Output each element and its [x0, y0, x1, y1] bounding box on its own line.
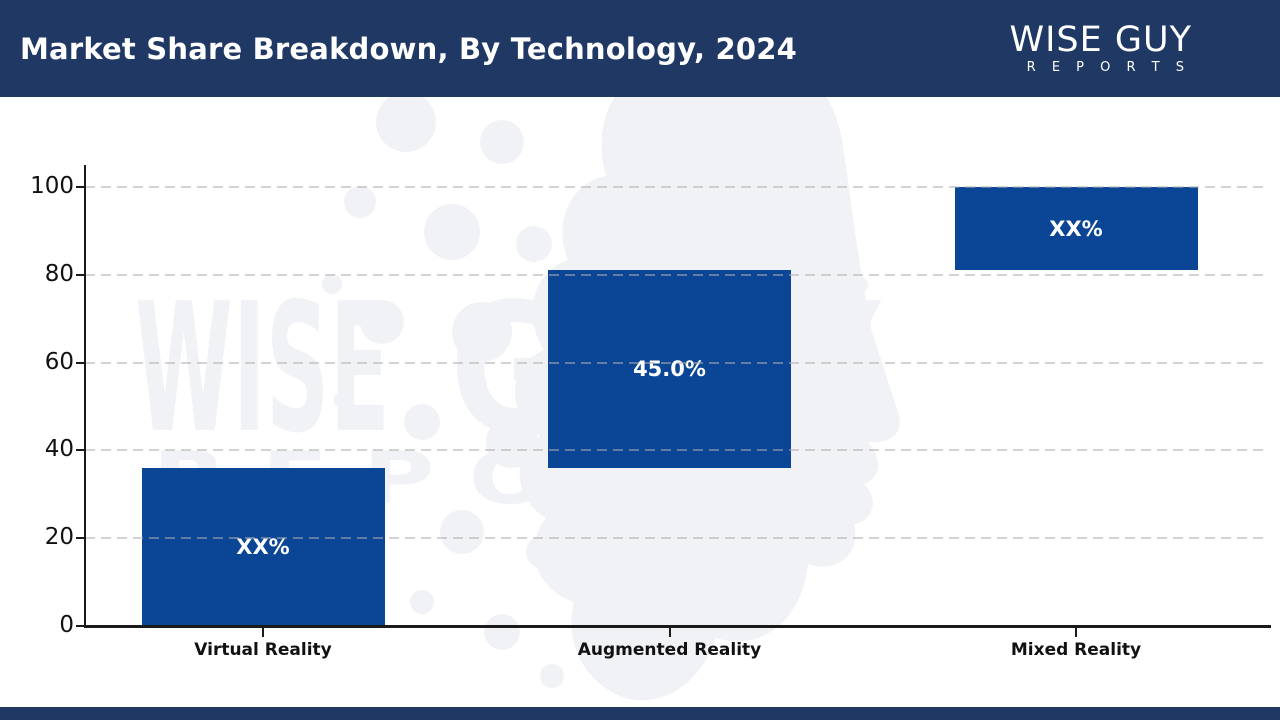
waterfall-chart: XX% 45.0% XX% 0 20 40 60 80 100 Virtual Reality Au…: [0, 97, 1280, 707]
logo-head-icon: [1190, 5, 1274, 93]
x-category-label: Virtual Reality: [194, 640, 332, 660]
y-tick-label-80: 80: [44, 260, 74, 287]
bar-mixed-reality: XX%: [954, 187, 1198, 271]
x-category-label: Mixed Reality: [1010, 640, 1142, 660]
y-tick-label-20: 20: [44, 524, 74, 551]
y-tick-label-60: 60: [44, 348, 74, 375]
logo-name-text: WISE GUY: [1009, 20, 1192, 60]
y-tick-40: [76, 449, 84, 452]
gridline-60: [85, 361, 1263, 364]
y-tick-100: [76, 186, 84, 188]
x-tick-1: [668, 628, 671, 637]
y-tick-0: [76, 625, 84, 627]
gridline-40: [85, 449, 1263, 452]
y-tick-label-0: 0: [59, 612, 74, 638]
bar-value-label: XX%: [1049, 216, 1103, 241]
gridline-100: [85, 186, 1263, 188]
y-tick-60: [76, 361, 84, 364]
bar-augmented-reality: 45.0%: [548, 270, 791, 468]
page-title: Market Share Breakdown, By Technology, 2…: [20, 31, 798, 66]
y-tick-label-40: 40: [44, 436, 74, 463]
header-bar: Market Share Breakdown, By Technology, 2…: [0, 0, 1280, 97]
y-tick-80: [76, 273, 84, 276]
gridline-20: [85, 537, 1263, 540]
wise-guy-logo: WISE GUY R E P O R T S: [1009, 0, 1270, 97]
footer-bar: [0, 707, 1280, 720]
y-tick-20: [76, 537, 84, 540]
x-category-label: Augmented Reality: [577, 640, 762, 660]
y-axis-line: [84, 165, 86, 628]
x-tick-0: [262, 628, 264, 637]
y-tick-label-100: 100: [30, 173, 74, 199]
bar-virtual-reality: XX%: [141, 467, 385, 626]
gridline-80: [85, 273, 1263, 276]
logo-reports-text: R E P O R T S: [1026, 60, 1190, 75]
x-tick-2: [1075, 628, 1077, 637]
